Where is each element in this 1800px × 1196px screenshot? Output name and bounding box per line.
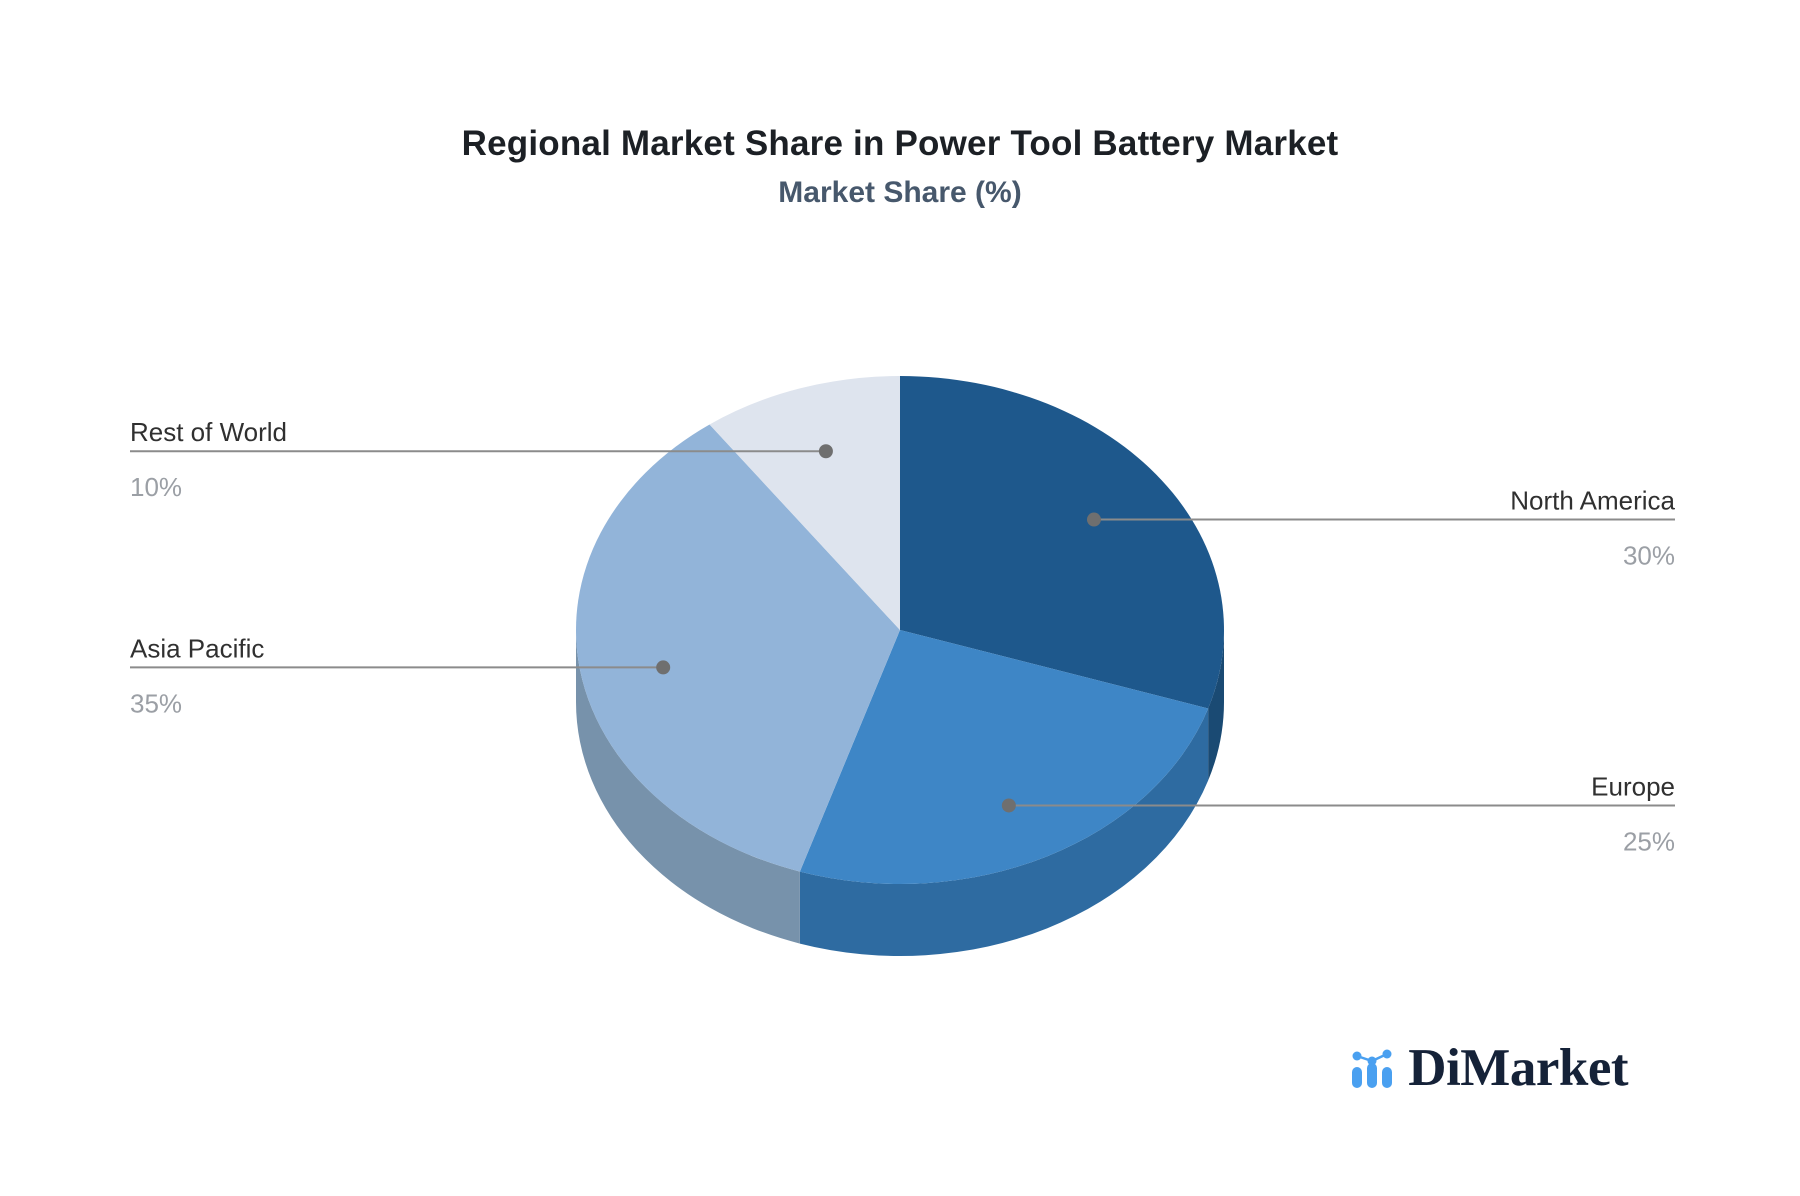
pie-slice-side-europe <box>799 708 1209 957</box>
pie-slice-europe <box>799 630 1209 884</box>
callout-label: Asia Pacific <box>130 633 264 663</box>
brand-name: DiMarket <box>1408 1039 1628 1097</box>
pie-slice-north-america <box>900 375 1225 709</box>
callout-dot <box>656 660 671 675</box>
callout-label: Rest of World <box>130 417 287 447</box>
pie-slice-side-asia-pacific <box>576 630 800 944</box>
callout-dot <box>1001 798 1016 813</box>
brand-logo: DiMarket <box>1349 1039 1628 1097</box>
chart-subtitle: Market Share (%) <box>778 176 1022 209</box>
callout-dot <box>818 444 833 459</box>
callout-dot <box>1086 512 1101 527</box>
bar-chart-trend-icon <box>1352 1049 1393 1088</box>
chart-title: Regional Market Share in Power Tool Batt… <box>461 124 1339 163</box>
callout-north-america: North America 30% <box>1086 486 1676 571</box>
callout-asia-pacific: Asia Pacific 35% <box>130 633 671 718</box>
callout-value: 30% <box>1623 541 1675 571</box>
callout-value: 10% <box>130 472 182 502</box>
pie-slice-rest-of-world <box>709 376 900 630</box>
callout-value: 25% <box>1623 826 1675 856</box>
callout-value: 35% <box>130 688 182 718</box>
callout-label: North America <box>1510 486 1675 516</box>
callout-europe: Europe 25% <box>1001 771 1675 856</box>
pie-slice-side-north-america <box>1208 630 1224 781</box>
callout-label: Europe <box>1591 771 1675 801</box>
pie-slice-asia-pacific <box>576 424 900 872</box>
callout-rest-of-world: Rest of World 10% <box>130 417 833 502</box>
